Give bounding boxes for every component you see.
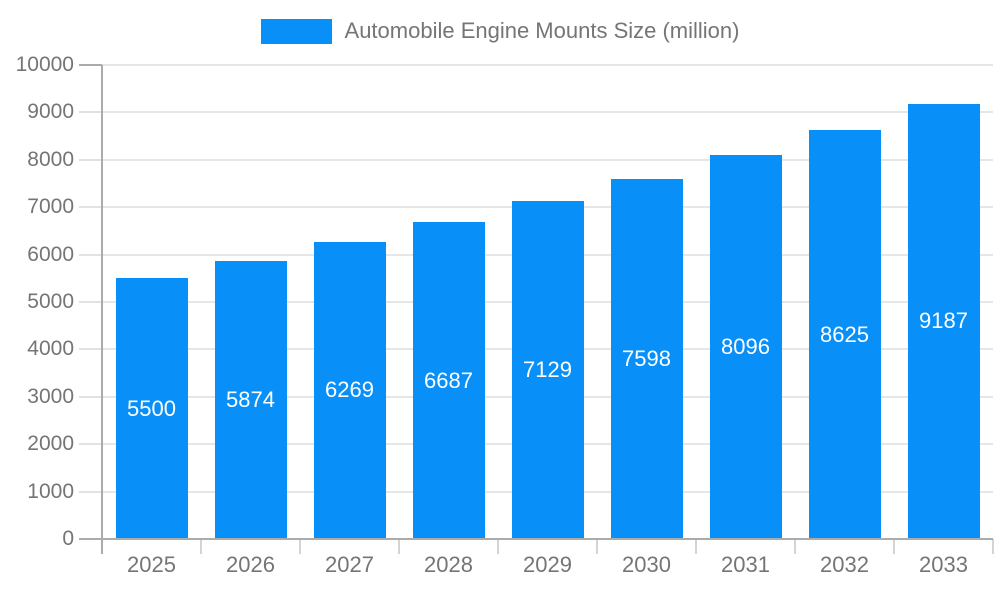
x-axis-tick (497, 539, 499, 554)
bar-2028[interactable]: 6687 (412, 222, 485, 539)
y-axis-label: 4000 (27, 337, 74, 361)
bar-value-label: 7129 (523, 357, 572, 383)
x-axis-label: 2033 (919, 552, 968, 577)
x-axis-tick (893, 539, 895, 554)
y-axis-tick (79, 538, 102, 540)
y-axis-label: 6000 (27, 242, 74, 266)
y-axis-label: 2000 (27, 432, 74, 456)
y-axis-tick (79, 111, 102, 114)
y-axis-tick (79, 443, 102, 446)
bar-value-label: 8625 (820, 321, 869, 347)
x-axis-tick (695, 539, 697, 554)
bar-value-label: 7598 (622, 345, 671, 371)
x-axis-label: 2027 (325, 552, 374, 577)
legend[interactable]: Automobile Engine Mounts Size (million) (0, 14, 1000, 48)
y-axis-tick (79, 158, 102, 161)
x-axis-label: 2030 (622, 552, 671, 577)
y-axis-tick (79, 253, 102, 256)
x-axis-label: 2028 (424, 552, 473, 577)
bar-2025[interactable]: 5500 (115, 278, 188, 539)
bar-2026[interactable]: 5874 (214, 260, 287, 539)
y-axis-tick (79, 301, 102, 303)
x-axis-tick (398, 539, 400, 554)
x-axis-line (102, 538, 993, 540)
bar-2027[interactable]: 6269 (313, 241, 386, 539)
bar-2032[interactable]: 8625 (808, 130, 881, 539)
x-axis-tick (299, 539, 301, 554)
x-axis-label: 2031 (721, 552, 770, 577)
y-axis-line (101, 65, 103, 554)
bar-value-label: 6687 (424, 367, 473, 393)
y-axis-label: 5000 (27, 290, 74, 313)
bar-value-label: 8096 (721, 334, 770, 360)
legend-label: Automobile Engine Mounts Size (million) (344, 18, 740, 43)
bar-value-label: 5500 (127, 395, 176, 421)
y-axis-tick (79, 490, 102, 493)
y-axis-tick (79, 206, 102, 209)
legend-swatch-icon (260, 18, 332, 44)
y-axis-label: 7000 (27, 195, 74, 219)
gridline (102, 64, 993, 66)
y-axis-label: 3000 (27, 384, 74, 408)
bar-value-label: 9187 (919, 308, 968, 334)
bar-2029[interactable]: 7129 (511, 201, 584, 539)
bar-2030[interactable]: 7598 (610, 178, 683, 539)
x-axis-label: 2032 (820, 552, 869, 577)
bar-value-label: 6269 (325, 377, 374, 403)
y-axis-tick (79, 348, 102, 351)
gridline (102, 111, 993, 114)
x-axis-tick (794, 539, 796, 554)
x-axis-label: 2025 (127, 552, 176, 577)
x-axis-label: 2026 (226, 552, 275, 577)
y-axis-label: 9000 (27, 100, 74, 124)
bar-2031[interactable]: 8096 (709, 155, 782, 539)
y-axis-label: 1000 (27, 479, 74, 503)
y-axis-label: 0 (62, 527, 74, 550)
x-axis-tick (992, 539, 994, 554)
y-axis-label: 10000 (15, 53, 74, 76)
x-axis-tick (596, 539, 598, 554)
bar-2033[interactable]: 9187 (907, 103, 980, 539)
y-axis-tick (79, 395, 102, 398)
gridline (102, 158, 993, 161)
x-axis-tick (200, 539, 202, 554)
x-axis-label: 2029 (523, 552, 572, 577)
y-axis-label: 8000 (27, 147, 74, 171)
y-axis-tick (79, 64, 102, 66)
bar-value-label: 5874 (226, 386, 275, 412)
